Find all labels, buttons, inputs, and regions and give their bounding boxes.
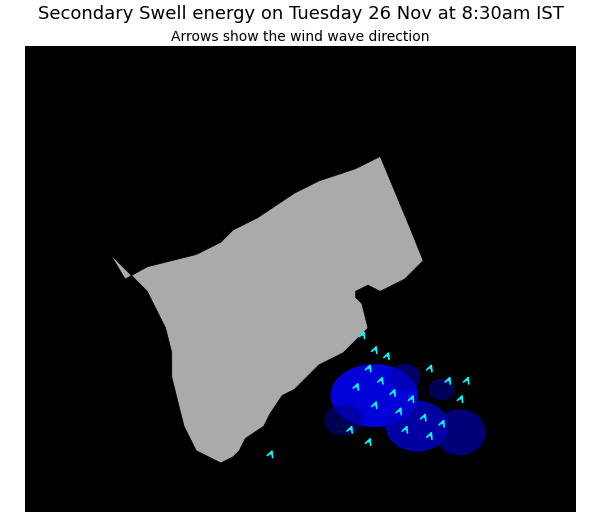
Ellipse shape <box>429 379 454 399</box>
Text: Arrows show the wind wave direction: Arrows show the wind wave direction <box>171 30 430 44</box>
Ellipse shape <box>390 365 419 390</box>
Ellipse shape <box>331 365 417 426</box>
Ellipse shape <box>435 410 484 454</box>
Ellipse shape <box>386 401 448 451</box>
Ellipse shape <box>325 406 362 435</box>
Polygon shape <box>111 157 423 463</box>
Text: Secondary Swell energy on Tuesday 26 Nov at 8:30am IST: Secondary Swell energy on Tuesday 26 Nov… <box>37 5 564 23</box>
